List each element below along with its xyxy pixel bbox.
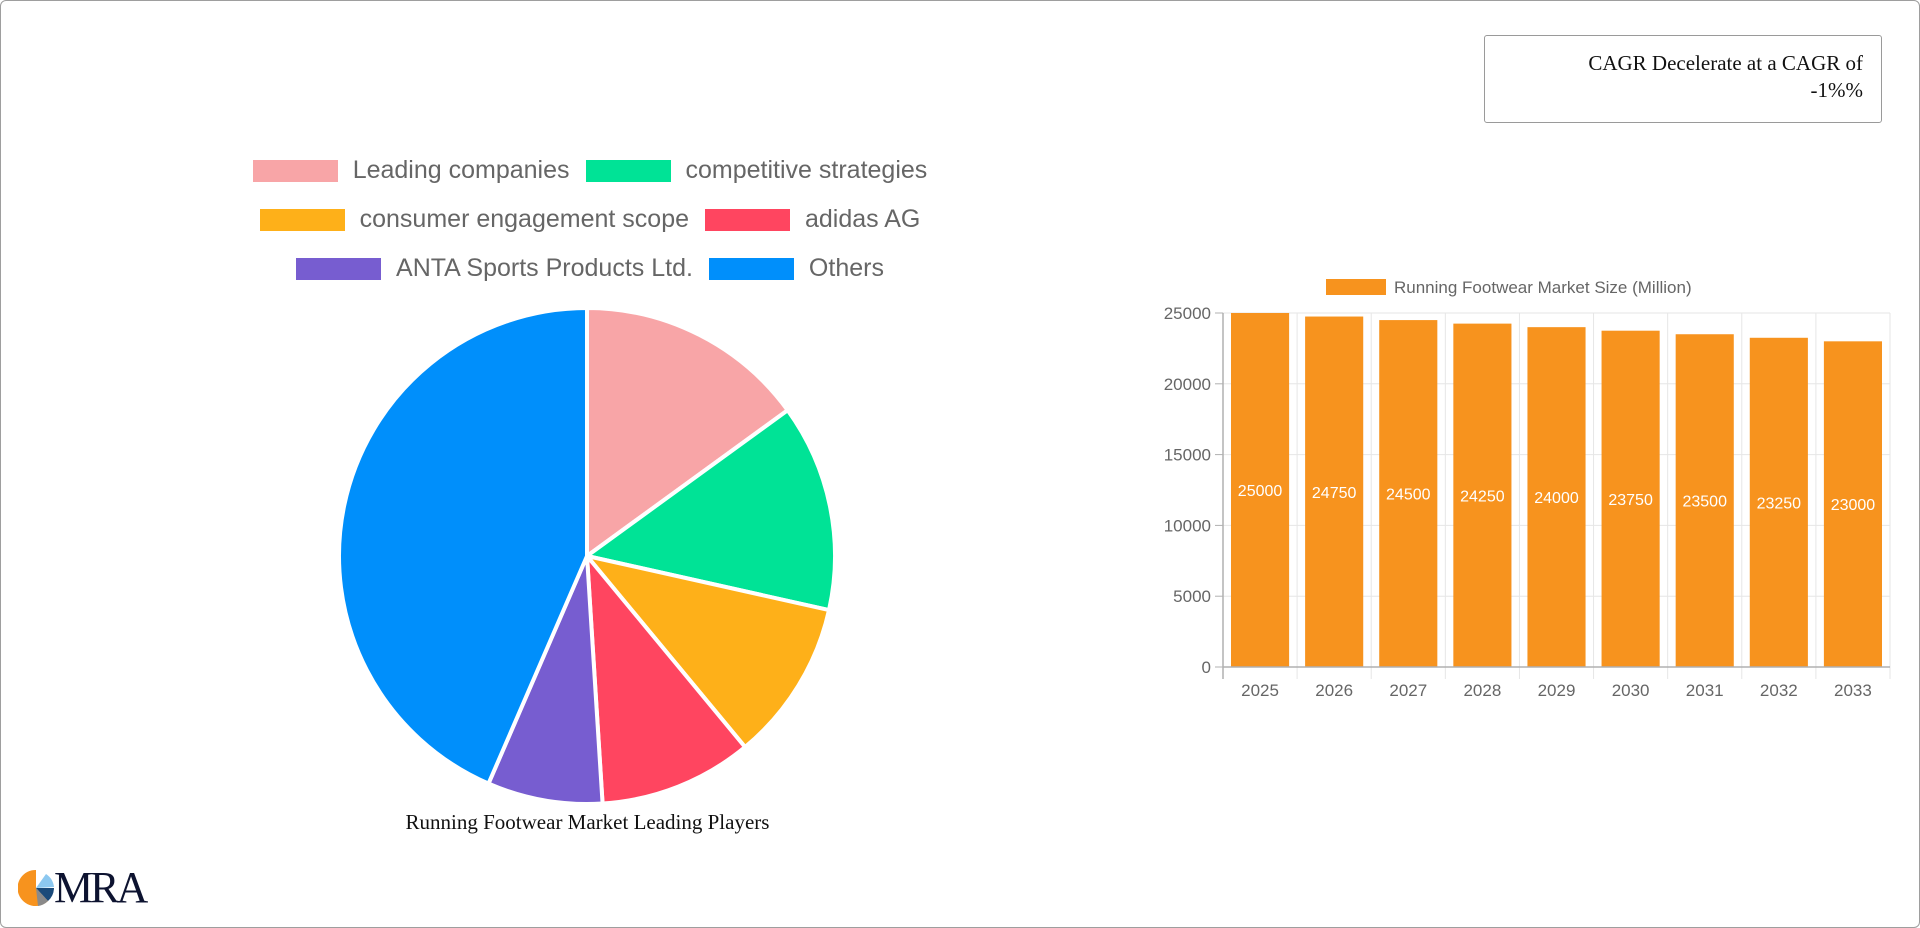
legend-item-competitive-strategies[interactable]: competitive strategies xyxy=(585,156,928,185)
cagr-line-2: -1%% xyxy=(1810,78,1863,102)
legend-swatch xyxy=(708,257,794,280)
x-tick-label: 2033 xyxy=(1834,681,1872,700)
logo-pie-icon xyxy=(18,869,54,906)
legend-label: Leading companies xyxy=(352,156,570,184)
logo-text: MRA xyxy=(54,863,148,912)
bar-chart-svg: Running Footwear Market Size (Million) 0… xyxy=(1164,278,1891,700)
legend-swatch xyxy=(585,159,671,182)
bar-2026[interactable] xyxy=(1305,316,1364,667)
legend-label: ANTA Sports Products Ltd. xyxy=(396,254,693,282)
legend-label: Others xyxy=(808,254,884,282)
legend-label: consumer engagement scope xyxy=(359,205,689,233)
legend-swatch xyxy=(705,208,790,231)
legend-swatch xyxy=(259,208,345,231)
legend-swatch xyxy=(296,257,382,280)
legend-item-others[interactable]: Others xyxy=(708,254,884,283)
x-tick-label: 2027 xyxy=(1389,681,1427,700)
y-tick-label: 20000 xyxy=(1164,375,1211,394)
bar-value-label: 24750 xyxy=(1312,485,1357,502)
cagr-callout: CAGR Decelerate at a CAGR of -1%% xyxy=(1484,35,1882,123)
x-tick-label: 2028 xyxy=(1463,681,1501,700)
y-tick-label: 0 xyxy=(1202,658,1211,677)
bar-value-label: 23250 xyxy=(1757,495,1802,512)
bar-value-label: 23500 xyxy=(1682,494,1727,511)
bar-value-label: 23000 xyxy=(1831,497,1876,514)
x-tick-label: 2032 xyxy=(1760,681,1798,700)
bar-2025[interactable] xyxy=(1231,313,1290,667)
bar-value-label: 24250 xyxy=(1460,488,1505,505)
bar-2027[interactable] xyxy=(1379,320,1438,667)
x-tick-label: 2029 xyxy=(1538,681,1576,700)
x-tick-label: 2030 xyxy=(1612,681,1650,700)
x-tick-label: 2025 xyxy=(1241,681,1279,700)
pie-slice-anta-sports-products-ltd[interactable] xyxy=(485,555,605,806)
pie-slice-others[interactable] xyxy=(337,305,589,787)
pie-legend: Leading companies competitive strategies… xyxy=(200,146,980,293)
legend-item-consumer-engagement-scope[interactable]: consumer engagement scope xyxy=(259,205,689,234)
bar-2029[interactable] xyxy=(1527,327,1586,667)
bar-2028[interactable] xyxy=(1453,323,1512,667)
pie-slice-leading-companies[interactable] xyxy=(585,305,791,560)
bar-chart: Running Footwear Market Size (Million) 0… xyxy=(1140,270,1900,710)
legend-item-anta[interactable]: ANTA Sports Products Ltd. xyxy=(296,254,693,283)
legend-item-adidas[interactable]: adidas AG xyxy=(705,205,920,234)
bar-2032[interactable] xyxy=(1749,337,1808,667)
bar-value-label: 24000 xyxy=(1534,490,1579,507)
legend-swatch xyxy=(252,159,338,182)
x-tick-label: 2026 xyxy=(1315,681,1353,700)
x-tick-label: 2031 xyxy=(1686,681,1724,700)
legend-item-leading-companies[interactable]: Leading companies xyxy=(252,156,570,185)
pie-chart-svg xyxy=(337,305,837,806)
bar-value-label: 23750 xyxy=(1608,492,1653,509)
pie-slice-competitive-strategies[interactable] xyxy=(582,407,837,613)
bar-legend-swatch xyxy=(1326,279,1386,295)
bar-2033[interactable] xyxy=(1823,341,1882,667)
legend-label: adidas AG xyxy=(805,205,921,233)
pie-chart-title: Running Footwear Market Leading Players xyxy=(405,810,770,834)
cagr-line-1: CAGR Decelerate at a CAGR of xyxy=(1588,51,1863,75)
bar-2031[interactable] xyxy=(1675,334,1734,667)
pie-slice-adidas-ag[interactable] xyxy=(584,549,748,806)
bar-value-label: 25000 xyxy=(1238,483,1283,500)
bar-2030[interactable] xyxy=(1601,330,1660,667)
y-tick-label: 25000 xyxy=(1164,304,1211,323)
pie-slice-consumer-engagement-scope[interactable] xyxy=(581,552,832,750)
y-tick-label: 10000 xyxy=(1164,516,1211,535)
y-tick-label: 5000 xyxy=(1173,587,1211,606)
pie-chart xyxy=(330,303,850,813)
bar-legend-label[interactable]: Running Footwear Market Size (Million) xyxy=(1394,278,1692,297)
mra-logo: MRA xyxy=(18,863,158,912)
legend-label: competitive strategies xyxy=(685,156,928,184)
bar-value-label: 24500 xyxy=(1386,487,1431,504)
y-tick-label: 15000 xyxy=(1164,446,1211,465)
